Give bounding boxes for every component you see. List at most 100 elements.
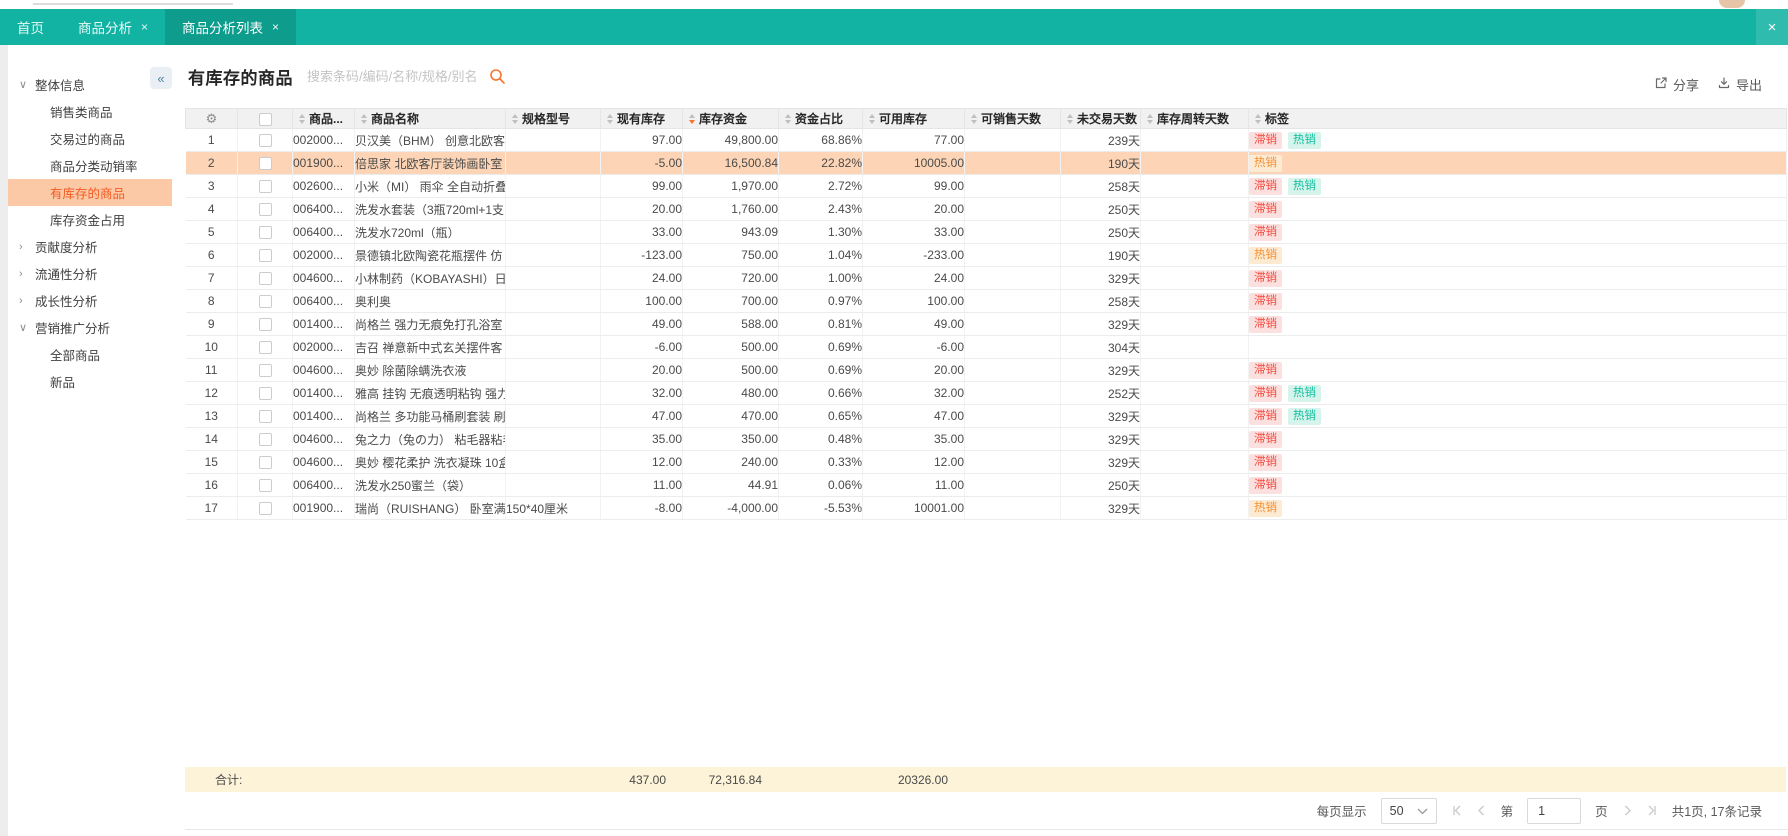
sidebar-item-交易过的商品[interactable]: 交易过的商品 [0,125,180,152]
share-button[interactable]: 分享 [1654,75,1699,94]
cell-sellable_days [964,404,1061,428]
cell-no_trade_days: 304天 [1060,335,1141,359]
row-checkbox[interactable] [258,203,272,217]
close-tab-icon[interactable]: × [141,20,149,34]
column-header-tags[interactable]: 标签 [1248,108,1787,129]
close-tab-icon[interactable]: × [272,20,280,34]
sidebar-item-库存资金占用[interactable]: 库存资金占用 [0,206,180,233]
sort-carets-icon [607,113,613,124]
row-checkbox[interactable] [258,295,272,309]
export-download-icon [1717,76,1731,93]
row-checkbox[interactable] [258,364,272,378]
row-checkbox[interactable] [258,249,272,263]
table-row[interactable]: 3 002600... 小米（MI） 雨伞 全自动折叠 99.00 1,970.00 2.… [185,174,1787,198]
prev-page-button[interactable] [1476,805,1487,816]
cell-turnover_days [1140,128,1249,152]
per-page-select[interactable]: 50 [1380,797,1437,824]
sidebar-scrollbar[interactable] [0,45,8,836]
cell-name: 洗发水套装（3瓶720ml+1支 [354,197,506,221]
sidebar-item-成长性分析[interactable]: › 成长性分析 [0,287,180,314]
sidebar-item-流通性分析[interactable]: › 流通性分析 [0,260,180,287]
tab-product-analysis[interactable]: 商品分析 × [61,9,165,45]
row-checkbox-cell [237,243,293,267]
row-checkbox[interactable] [258,341,272,355]
table-row[interactable]: 13 001400... 尚格兰 多功能马桶刷套装 刷 47.00 470.00 0.65… [185,404,1787,428]
row-checkbox[interactable] [258,502,272,516]
sidebar-item-全部商品[interactable]: 全部商品 [0,341,180,368]
page-body: ∨ 整体信息 销售类商品 交易过的商品 商品分类动销率 有库存的商品 库存资金占用 › 贡献度分… [0,45,1788,836]
column-header-name[interactable]: 商品名称 [354,108,506,129]
sidebar-item-销售类商品[interactable]: 销售类商品 [0,98,180,125]
cell-sellable_days [964,473,1061,497]
column-header-sellable_days[interactable]: 可销售天数 [964,108,1061,129]
table-row[interactable]: 6 002000... 景德镇北欧陶瓷花瓶摆件 仿 -123.00 750.00 1.04… [185,243,1787,267]
cell-spec [505,289,601,313]
table-row[interactable]: 7 004600... 小林制药（KOBAYASHI）日 24.00 720.00 1.0… [185,266,1787,290]
table-row[interactable]: 5 006400... 洗发水720ml（瓶） 33.00 943.09 1.30% 33.… [185,220,1787,244]
table-row[interactable]: 9 001400... 尚格兰 强力无痕免打孔浴室 49.00 588.00 0.81% 4… [185,312,1787,336]
cell-tags: 滞销 [1248,450,1787,474]
cell-avail: 24.00 [862,266,965,290]
row-checkbox[interactable] [258,272,272,286]
row-checkbox[interactable] [258,410,272,424]
column-header-fund[interactable]: 库存资金 [682,108,779,129]
table-row[interactable]: 11 004600... 奥妙 除菌除螨洗衣液 20.00 500.00 0.69% 20.… [185,358,1787,382]
row-checkbox[interactable] [258,157,272,171]
sidebar-item-营销推广分析[interactable]: ∨ 营销推广分析 [0,314,180,341]
table-row[interactable]: 12 001400... 雅高 挂钩 无痕透明粘钩 强力 32.00 480.00 0.6… [185,381,1787,405]
tab-home[interactable]: 首页 [0,9,61,45]
row-checkbox[interactable] [258,433,272,447]
close-window-button[interactable]: × [1756,9,1788,45]
cell-code: 002600... [292,174,355,198]
row-number-cell: 11 [185,358,238,382]
table-row[interactable]: 8 006400... 奥利奥 100.00 700.00 0.97% 100.00 258天… [185,289,1787,313]
row-checkbox[interactable] [258,134,272,148]
column-header-no_trade_days[interactable]: 未交易天数 [1060,108,1141,129]
sidebar-collapse-button[interactable]: « [150,67,172,89]
cell-no_trade_days: 252天 [1060,381,1141,405]
cell-avail: -6.00 [862,335,965,359]
next-page-button[interactable] [1622,805,1633,816]
column-settings-cell[interactable]: ⚙ [185,108,238,129]
column-header-stock[interactable]: 现有库存 [600,108,683,129]
cell-spec [505,473,601,497]
table-row[interactable]: 10 002000... 吉召 禅意新中式玄关摆件客 -6.00 500.00 0.69%… [185,335,1787,359]
search-input[interactable] [305,68,483,85]
column-header-spec[interactable]: 规格型号 [505,108,601,129]
table-row[interactable]: 14 004600... 兔之力（兔の力） 粘毛器粘毛 35.00 350.00 0.48… [185,427,1787,451]
sidebar-item-整体信息[interactable]: ∨ 整体信息 [0,71,180,98]
column-header-ratio[interactable]: 资金占比 [778,108,863,129]
summary-label: 合计: [185,767,292,792]
select-all-checkbox[interactable] [258,112,272,126]
column-header-code[interactable]: 商品... [292,108,355,129]
sidebar-item-商品分类动销率[interactable]: 商品分类动销率 [0,152,180,179]
column-header-turnover_days[interactable]: 库存周转天数 [1140,108,1249,129]
tab-product-analysis-list[interactable]: 商品分析列表 × [165,9,297,45]
row-checkbox[interactable] [258,387,272,401]
cell-code: 006400... [292,289,355,313]
row-checkbox[interactable] [258,180,272,194]
export-button[interactable]: 导出 [1717,75,1762,94]
row-checkbox[interactable] [258,456,272,470]
sidebar-item-贡献度分析[interactable]: › 贡献度分析 [0,233,180,260]
sidebar-item-有库存的商品[interactable]: 有库存的商品 [8,179,172,206]
table-row[interactable]: 4 006400... 洗发水套装（3瓶720ml+1支 20.00 1,760.00 2… [185,197,1787,221]
row-checkbox[interactable] [258,479,272,493]
first-page-button[interactable] [1451,805,1462,816]
table-row[interactable]: 1 002000... 贝汉美（BHM） 创意北欧客 97.00 49,800.00 68… [185,128,1787,152]
column-header-avail[interactable]: 可用库存 [862,108,965,129]
table-row[interactable]: 15 004600... 奥妙 樱花柔护 洗衣凝珠 10盒 12.00 240.00 0.… [185,450,1787,474]
row-checkbox[interactable] [258,318,272,332]
search-icon[interactable] [489,68,506,85]
page-number-input[interactable] [1527,797,1582,824]
table-row[interactable]: 2 001900... 倍思家 北欧客厅装饰画卧室 -5.00 16,500.84 22.… [185,151,1787,175]
table-row[interactable]: 17 001900... 瑞尚（RUISHANG） 卧室满 150*40厘米 -8.00… [185,496,1787,520]
cell-avail: 10001.00 [862,496,965,520]
last-page-button[interactable] [1647,805,1658,816]
table-row[interactable]: 16 006400... 洗发水250蜜兰（袋） 11.00 44.91 0.06% 11.… [185,473,1787,497]
gear-icon[interactable]: ⚙ [205,110,218,126]
summary-sellable_days [964,767,1060,792]
cell-spec [505,381,601,405]
sidebar-item-新品[interactable]: 新品 [0,368,180,395]
row-checkbox[interactable] [258,226,272,240]
